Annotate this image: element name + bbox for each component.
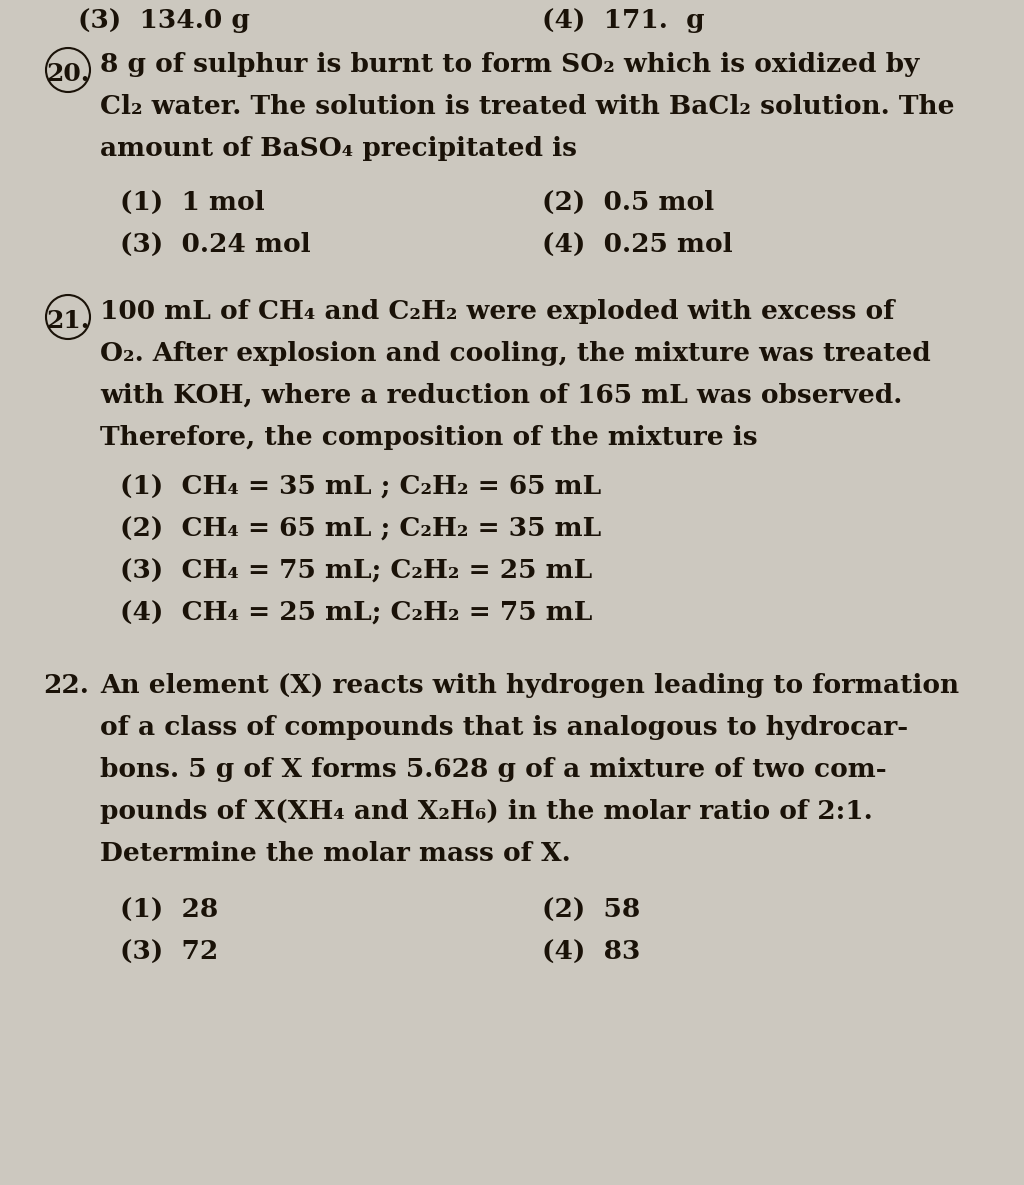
Text: (1)  1 mol: (1) 1 mol: [120, 190, 264, 214]
Text: Cl₂ water. The solution is treated with BaCl₂ solution. The: Cl₂ water. The solution is treated with …: [100, 94, 954, 118]
Text: (3)  CH₄ = 75 mL; C₂H₂ = 25 mL: (3) CH₄ = 75 mL; C₂H₂ = 25 mL: [120, 559, 592, 584]
Text: (4)  0.25 mol: (4) 0.25 mol: [542, 232, 732, 257]
Text: (1)  CH₄ = 35 mL ; C₂H₂ = 65 mL: (1) CH₄ = 35 mL ; C₂H₂ = 65 mL: [120, 475, 601, 500]
Text: with KOH, where a reduction of 165 mL was observed.: with KOH, where a reduction of 165 mL wa…: [100, 383, 902, 408]
Text: pounds of X(XH₄ and X₂H₆) in the molar ratio of 2:1.: pounds of X(XH₄ and X₂H₆) in the molar r…: [100, 799, 872, 824]
Text: (3)  0.24 mol: (3) 0.24 mol: [120, 232, 310, 257]
Text: (2)  58: (2) 58: [542, 898, 640, 923]
Text: 22.: 22.: [43, 673, 89, 698]
Text: An element (X) reacts with hydrogen leading to formation: An element (X) reacts with hydrogen lead…: [100, 673, 959, 698]
Text: O₂. After explosion and cooling, the mixture was treated: O₂. After explosion and cooling, the mix…: [100, 341, 931, 366]
Text: (4)  171.  g: (4) 171. g: [542, 8, 705, 33]
Text: (3)  134.0 g: (3) 134.0 g: [78, 8, 250, 33]
Text: 100 mL of CH₄ and C₂H₂ were exploded with excess of: 100 mL of CH₄ and C₂H₂ were exploded wit…: [100, 299, 894, 324]
Text: Therefore, the composition of the mixture is: Therefore, the composition of the mixtur…: [100, 425, 758, 450]
Text: Determine the molar mass of X.: Determine the molar mass of X.: [100, 841, 570, 866]
Text: (4)  CH₄ = 25 mL; C₂H₂ = 75 mL: (4) CH₄ = 25 mL; C₂H₂ = 75 mL: [120, 601, 592, 626]
Text: (3)  72: (3) 72: [120, 940, 218, 965]
Text: (4)  83: (4) 83: [542, 940, 640, 965]
Text: bons. 5 g of X forms 5.628 g of a mixture of two com-: bons. 5 g of X forms 5.628 g of a mixtur…: [100, 757, 887, 782]
Text: of a class of compounds that is analogous to hydrocar-: of a class of compounds that is analogou…: [100, 715, 908, 739]
Text: (2)  CH₄ = 65 mL ; C₂H₂ = 35 mL: (2) CH₄ = 65 mL ; C₂H₂ = 35 mL: [120, 517, 601, 542]
Text: 21.: 21.: [46, 309, 90, 333]
Text: amount of BaSO₄ precipitated is: amount of BaSO₄ precipitated is: [100, 136, 577, 161]
Text: 8 g of sulphur is burnt to form SO₂ which is oxidized by: 8 g of sulphur is burnt to form SO₂ whic…: [100, 52, 920, 77]
Text: 20.: 20.: [46, 62, 90, 87]
Text: (2)  0.5 mol: (2) 0.5 mol: [542, 190, 714, 214]
Text: (1)  28: (1) 28: [120, 898, 218, 923]
